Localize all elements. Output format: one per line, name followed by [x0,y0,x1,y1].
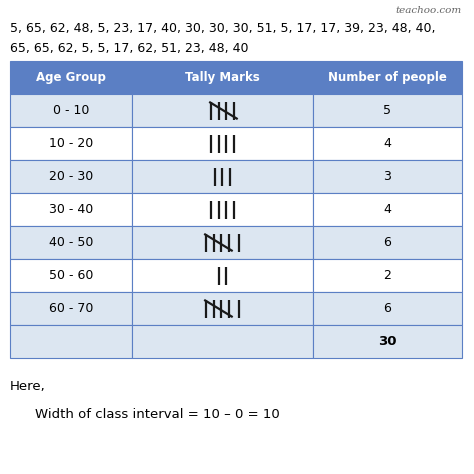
Bar [10,292,132,325]
Text: 40 - 50: 40 - 50 [49,236,93,249]
Bar [313,127,462,160]
Text: 30: 30 [378,335,397,348]
Text: 6: 6 [383,236,392,249]
Bar [313,259,462,292]
Text: Width of class interval = 10 – 0 = 10: Width of class interval = 10 – 0 = 10 [35,408,280,421]
Bar [10,127,132,160]
Text: 5, 65, 62, 48, 5, 23, 17, 40, 30, 30, 30, 51, 5, 17, 17, 39, 23, 48, 40,: 5, 65, 62, 48, 5, 23, 17, 40, 30, 30, 30… [10,22,436,35]
Bar [313,160,462,193]
Text: 65, 65, 62, 5, 5, 17, 62, 51, 23, 48, 40: 65, 65, 62, 5, 5, 17, 62, 51, 23, 48, 40 [10,42,248,55]
Text: Number of people: Number of people [328,71,447,84]
Bar [313,292,462,325]
Text: 10 - 20: 10 - 20 [49,137,93,150]
Bar [10,259,132,292]
Bar [132,160,313,193]
Text: Here,: Here, [10,380,46,393]
Bar [313,226,462,259]
Text: 2: 2 [383,269,392,282]
Bar [132,193,313,226]
Bar [132,226,313,259]
Text: 50 - 60: 50 - 60 [49,269,93,282]
Bar [313,61,462,94]
Bar [313,193,462,226]
Bar [132,259,313,292]
Bar [132,94,313,127]
Text: 5: 5 [383,104,392,117]
Text: 3: 3 [383,170,392,183]
Text: 4: 4 [383,203,392,216]
Text: Tally Marks: Tally Marks [185,71,260,84]
Bar [132,292,313,325]
Bar [313,325,462,358]
Bar [10,325,132,358]
Text: 4: 4 [383,137,392,150]
Bar [10,193,132,226]
Bar [313,94,462,127]
Text: teachoo.com: teachoo.com [396,6,462,15]
Text: 6: 6 [383,302,392,315]
Text: Age Group: Age Group [36,71,106,84]
Text: 60 - 70: 60 - 70 [49,302,93,315]
Bar [132,61,313,94]
Text: 0 - 10: 0 - 10 [53,104,89,117]
Bar [10,94,132,127]
Bar [10,160,132,193]
Bar [10,226,132,259]
Text: 20 - 30: 20 - 30 [49,170,93,183]
Text: 30 - 40: 30 - 40 [49,203,93,216]
Bar [132,127,313,160]
Bar [132,325,313,358]
Bar [10,61,132,94]
